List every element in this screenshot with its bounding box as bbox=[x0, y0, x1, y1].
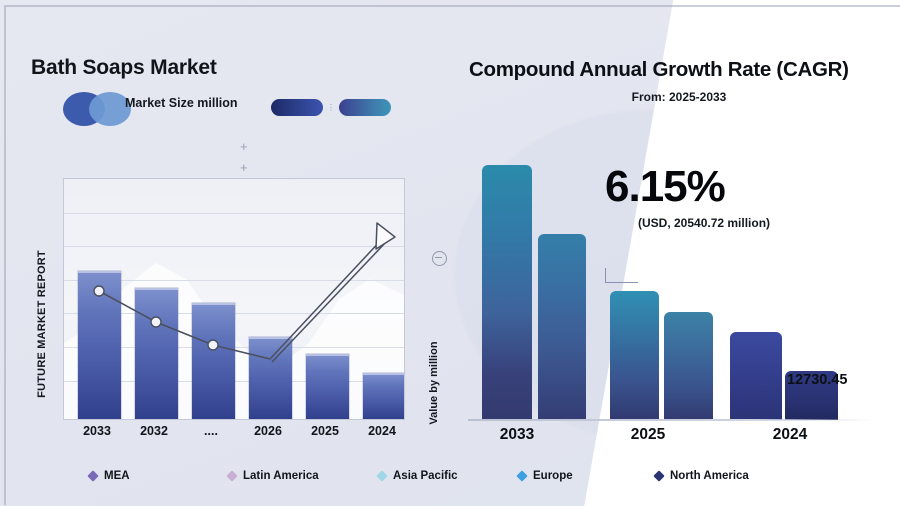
table-row bbox=[192, 303, 235, 419]
table-row bbox=[249, 336, 292, 419]
left-chart-x-axis: 2033 2032 .... 2026 2025 2024 bbox=[63, 424, 403, 444]
x-tick-label: 2032 bbox=[140, 424, 168, 438]
table-row bbox=[664, 312, 713, 420]
cagr-title: Compound Annual Growth Rate (CAGR) bbox=[469, 58, 849, 81]
x-tick-label: 2033 bbox=[83, 424, 111, 438]
two-overlapping-circles-icon bbox=[63, 92, 133, 126]
legend-marker-icon bbox=[653, 470, 665, 482]
legend-item-europe[interactable]: Europe bbox=[516, 470, 573, 482]
left-chart-plot-area bbox=[63, 178, 405, 420]
table-row bbox=[306, 353, 349, 419]
chart-legend: MEA Latin America Asia Pacific Europe No… bbox=[0, 462, 900, 490]
x-tick-label: 2025 bbox=[311, 424, 339, 438]
x-tick-label: 2033 bbox=[499, 426, 535, 443]
legend-label: MEA bbox=[104, 470, 130, 482]
right-chart-baseline bbox=[468, 419, 878, 421]
cagr-subtitle: From: 2025-2033 bbox=[631, 90, 727, 104]
pill-divider-icon: ⋮ bbox=[327, 102, 335, 112]
legend-marker-icon bbox=[226, 470, 238, 482]
x-tick-label: 2024 bbox=[368, 424, 396, 438]
cagr-value: 6.15% bbox=[605, 162, 726, 211]
y-axis-left-label: FUTURE MARKET REPORT bbox=[36, 250, 48, 398]
decorative-pills: ⋮ bbox=[271, 99, 391, 116]
data-label-end-value: 12730.45 bbox=[787, 372, 848, 388]
legend-marker-icon bbox=[516, 470, 528, 482]
right-bar-group bbox=[460, 150, 880, 420]
growth-arrow-icon bbox=[269, 222, 396, 363]
series-legend-label: Market Size million bbox=[125, 96, 238, 110]
x-tick-label: 2025 bbox=[630, 426, 666, 443]
x-tick-label: 2024 bbox=[772, 426, 808, 443]
x-tick-label: 2026 bbox=[254, 424, 282, 438]
trend-line-overlay bbox=[93, 222, 396, 363]
x-tick-label: .... bbox=[204, 424, 218, 438]
table-row bbox=[363, 372, 404, 419]
axis-tick-mark bbox=[605, 268, 638, 283]
left-bar-group bbox=[64, 179, 404, 419]
table-row bbox=[482, 165, 532, 420]
legend-item-north-america[interactable]: North America bbox=[653, 470, 749, 482]
table-row bbox=[610, 291, 659, 420]
plus-icon-1: + bbox=[240, 139, 248, 154]
legend-item-mea[interactable]: MEA bbox=[87, 470, 130, 482]
legend-marker-icon bbox=[376, 470, 388, 482]
pill-left bbox=[271, 99, 323, 116]
legend-marker-icon bbox=[87, 470, 99, 482]
legend-label: Asia Pacific bbox=[393, 470, 458, 482]
cagr-note: (USD, 20540.72 million) bbox=[638, 216, 771, 230]
frame-border bbox=[4, 5, 900, 505]
y-axis-right-label: Value by million bbox=[428, 341, 440, 425]
legend-label: Europe bbox=[533, 470, 573, 482]
legend-label: North America bbox=[670, 470, 749, 482]
table-row bbox=[135, 288, 178, 419]
table-row bbox=[538, 234, 586, 420]
legend-item-latin-america[interactable]: Latin America bbox=[226, 470, 319, 482]
legend-item-asia-pacific[interactable]: Asia Pacific bbox=[376, 470, 458, 482]
pill-right bbox=[339, 99, 391, 116]
table-row bbox=[785, 371, 838, 420]
page-title: Bath Soaps Market bbox=[31, 56, 217, 79]
plus-icon-2: + bbox=[240, 160, 248, 175]
legend-label: Latin America bbox=[243, 470, 319, 482]
table-row bbox=[730, 332, 782, 420]
circle-minus-icon bbox=[432, 251, 447, 266]
